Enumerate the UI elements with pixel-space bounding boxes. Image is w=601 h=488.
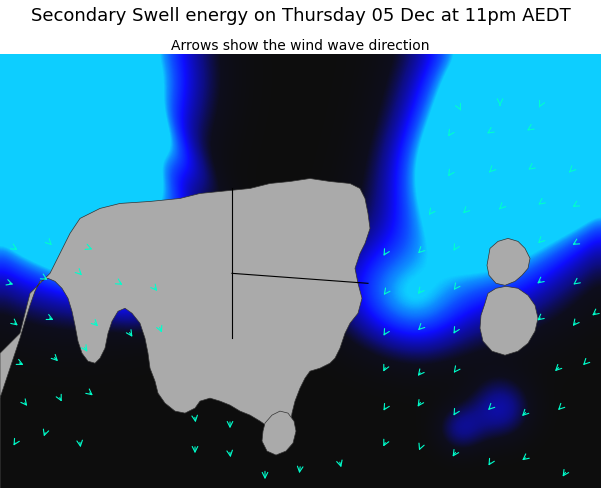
Text: Secondary Swell energy on Thursday 05 Dec at 11pm AEDT: Secondary Swell energy on Thursday 05 De… bbox=[31, 7, 570, 25]
Text: Arrows show the wind wave direction: Arrows show the wind wave direction bbox=[171, 39, 430, 53]
Polygon shape bbox=[262, 411, 296, 455]
Polygon shape bbox=[487, 239, 530, 285]
Polygon shape bbox=[0, 179, 370, 488]
Polygon shape bbox=[480, 286, 538, 355]
